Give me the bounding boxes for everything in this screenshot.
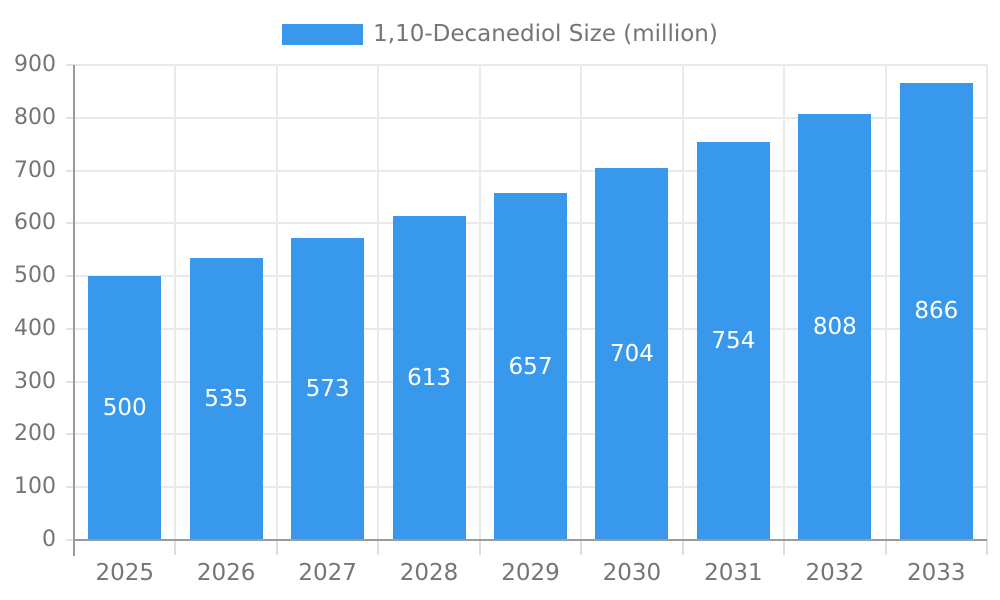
x-tick-mark: [275, 540, 278, 555]
y-tick-mark: [66, 222, 74, 225]
h-gridline: [74, 64, 987, 66]
h-gridline: [74, 169, 987, 172]
y-tick-mark: [66, 116, 74, 119]
bar-value-label: 754: [711, 328, 756, 355]
v-gridline: [174, 65, 177, 540]
bar-value-label: 500: [102, 395, 147, 422]
v-gridline: [986, 65, 988, 540]
h-gridline: [74, 116, 987, 119]
x-tick-label: 2031: [704, 560, 763, 586]
v-gridline: [681, 65, 684, 540]
bar-value-label: 808: [812, 313, 857, 340]
v-gridline: [884, 65, 887, 540]
y-tick-label: 900: [14, 52, 56, 77]
bar[interactable]: 808: [798, 113, 872, 540]
x-tick-label: 2025: [95, 560, 154, 586]
y-tick-label: 300: [14, 368, 56, 394]
v-gridline: [478, 65, 481, 540]
y-tick-mark: [66, 275, 74, 278]
x-tick-label: 2026: [196, 560, 256, 586]
bar[interactable]: 535: [189, 257, 263, 540]
x-tick-mark: [174, 540, 177, 555]
y-tick-label: 800: [14, 104, 56, 130]
v-gridline: [580, 65, 583, 540]
bar-value-label: 613: [407, 365, 451, 392]
v-gridline: [275, 65, 278, 540]
bar[interactable]: 613: [392, 216, 466, 540]
x-axis-line: [74, 539, 987, 541]
y-tick-mark: [66, 64, 74, 66]
bar[interactable]: 866: [899, 82, 973, 540]
plot-area: 500 535 573 613 657 704 754 808 866: [66, 64, 988, 556]
bar[interactable]: 704: [595, 168, 669, 540]
y-tick-mark: [66, 327, 74, 330]
y-tick-label: 700: [14, 157, 56, 183]
legend[interactable]: 1,10-Decanediol Size (million): [0, 20, 1000, 48]
x-tick-mark: [377, 540, 380, 555]
v-gridline: [783, 65, 786, 540]
bar[interactable]: 754: [696, 142, 770, 540]
x-tick-mark: [884, 540, 887, 555]
y-tick-mark: [66, 486, 74, 489]
x-tick-label: 2028: [399, 560, 459, 586]
x-tick-mark: [986, 540, 988, 555]
y-axis-labels: 0 100 200 300 400 500 600 700 800 900: [0, 52, 56, 552]
x-tick-label: 2030: [602, 560, 662, 586]
bar[interactable]: 657: [494, 193, 567, 540]
legend-label: 1,10-Decanediol Size (million): [373, 21, 718, 47]
x-tick-label: 2033: [906, 560, 966, 586]
y-axis-line: [73, 65, 75, 556]
bar-value-label: 657: [508, 353, 553, 380]
y-tick-mark: [66, 433, 74, 436]
x-tick-mark: [580, 540, 583, 555]
x-tick-label: 2029: [501, 560, 560, 586]
y-tick-label: 500: [14, 263, 56, 289]
x-tick-label: 2032: [805, 560, 865, 586]
x-tick-label: 2027: [298, 560, 357, 586]
y-tick-label: 100: [14, 474, 56, 500]
v-gridline: [377, 65, 380, 540]
y-tick-label: 200: [14, 421, 56, 447]
bar-value-label: 573: [305, 375, 350, 402]
y-tick-label: 400: [14, 315, 56, 341]
bar-value-label: 866: [914, 298, 959, 325]
y-tick-mark: [66, 539, 74, 541]
y-tick-label: 600: [14, 210, 56, 236]
bar-value-label: 704: [609, 341, 654, 368]
x-tick-mark: [478, 540, 481, 555]
x-tick-mark: [783, 540, 786, 555]
y-tick-mark: [66, 169, 74, 172]
bar[interactable]: 500: [88, 276, 162, 540]
bar-value-label: 535: [204, 385, 249, 412]
x-tick-mark: [681, 540, 684, 555]
bar[interactable]: 573: [291, 237, 365, 540]
x-axis-labels: 2025 2026 2027 2028 2029 2030 2031 2032 2033: [74, 560, 987, 590]
legend-swatch: [282, 23, 364, 45]
y-tick-mark: [66, 380, 74, 383]
y-tick-label: 0: [42, 527, 56, 552]
